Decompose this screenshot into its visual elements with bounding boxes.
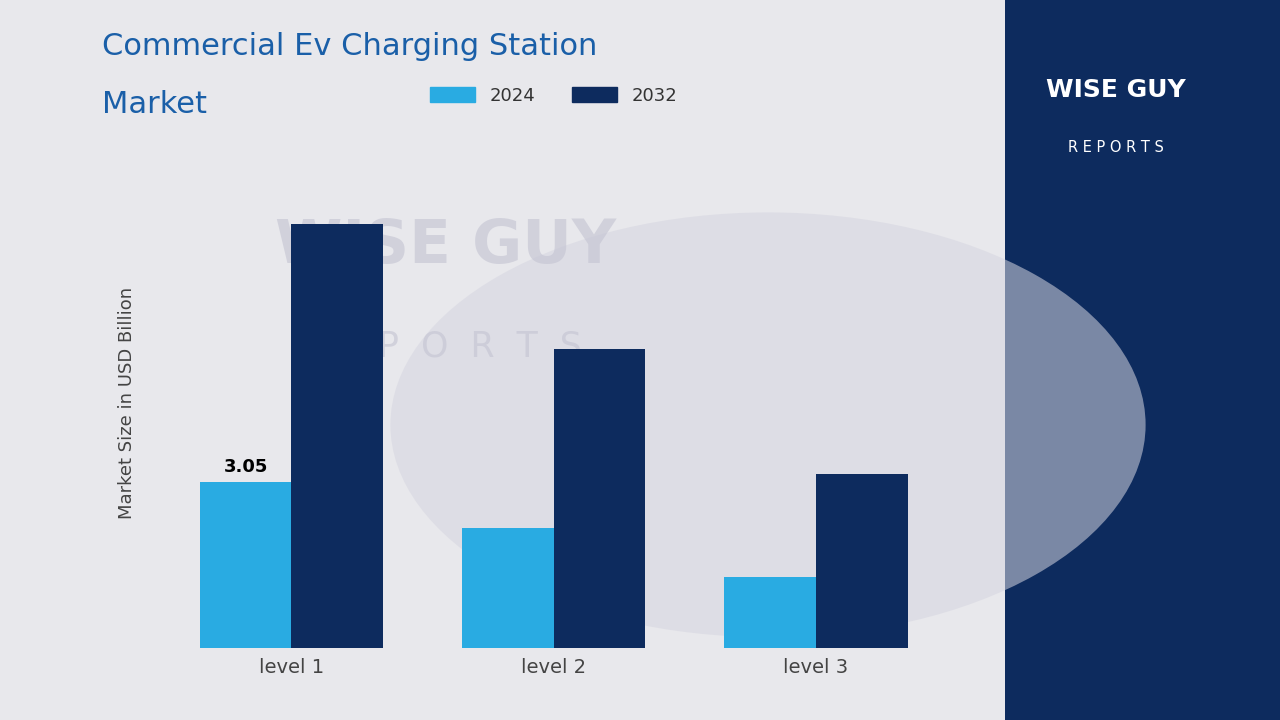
Bar: [724, 577, 815, 648]
Text: 3.05: 3.05: [223, 457, 268, 475]
Bar: [0, 0, 1005, 720]
Text: Market: Market: [102, 90, 207, 119]
Text: Commercial Ev Charging Station: Commercial Ev Charging Station: [102, 32, 598, 61]
Bar: [815, 474, 908, 648]
Bar: [200, 482, 292, 648]
Text: WISE GUY: WISE GUY: [275, 217, 617, 276]
Bar: [554, 348, 645, 648]
Text: R E P O R T S: R E P O R T S: [1069, 140, 1164, 155]
Text: WISE GUY: WISE GUY: [1046, 78, 1187, 102]
Bar: [292, 224, 383, 648]
Y-axis label: Market Size in USD Billion: Market Size in USD Billion: [118, 287, 136, 519]
Circle shape: [390, 212, 1146, 637]
Text: R  E  P  O  R  T  S: R E P O R T S: [288, 329, 581, 364]
Legend: 2024, 2032: 2024, 2032: [422, 79, 685, 112]
Bar: [462, 528, 554, 648]
Bar: [1005, 0, 1280, 720]
